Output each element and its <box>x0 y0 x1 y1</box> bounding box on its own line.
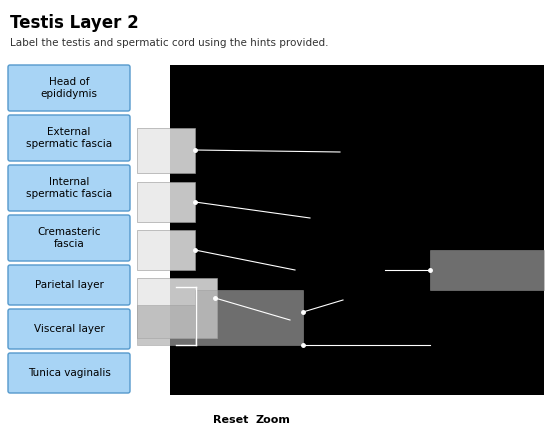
Text: Head of
epididymis: Head of epididymis <box>40 77 98 99</box>
FancyBboxPatch shape <box>8 309 130 349</box>
Bar <box>195 290 303 345</box>
Text: Reset: Reset <box>213 415 248 425</box>
FancyBboxPatch shape <box>8 115 130 161</box>
Text: Internal
spermatic fascia: Internal spermatic fascia <box>26 177 112 199</box>
Bar <box>137 182 195 222</box>
Bar <box>137 230 195 270</box>
FancyBboxPatch shape <box>8 65 130 111</box>
FancyBboxPatch shape <box>8 165 130 211</box>
Bar <box>137 128 195 173</box>
Text: Parietal layer: Parietal layer <box>34 280 104 290</box>
FancyBboxPatch shape <box>8 265 130 305</box>
Text: Tunica vaginalis: Tunica vaginalis <box>28 368 110 378</box>
Bar <box>137 278 217 338</box>
Text: Testis Layer 2: Testis Layer 2 <box>10 14 139 32</box>
Text: Visceral layer: Visceral layer <box>34 324 104 334</box>
Bar <box>430 250 544 290</box>
FancyBboxPatch shape <box>8 353 130 393</box>
Text: Zoom: Zoom <box>255 415 290 425</box>
Text: External
spermatic fascia: External spermatic fascia <box>26 127 112 149</box>
Bar <box>170 65 544 395</box>
Text: Cremasteric
fascia: Cremasteric fascia <box>37 227 101 249</box>
Text: Label the testis and spermatic cord using the hints provided.: Label the testis and spermatic cord usin… <box>10 38 329 48</box>
FancyBboxPatch shape <box>8 215 130 261</box>
Bar <box>137 305 195 345</box>
